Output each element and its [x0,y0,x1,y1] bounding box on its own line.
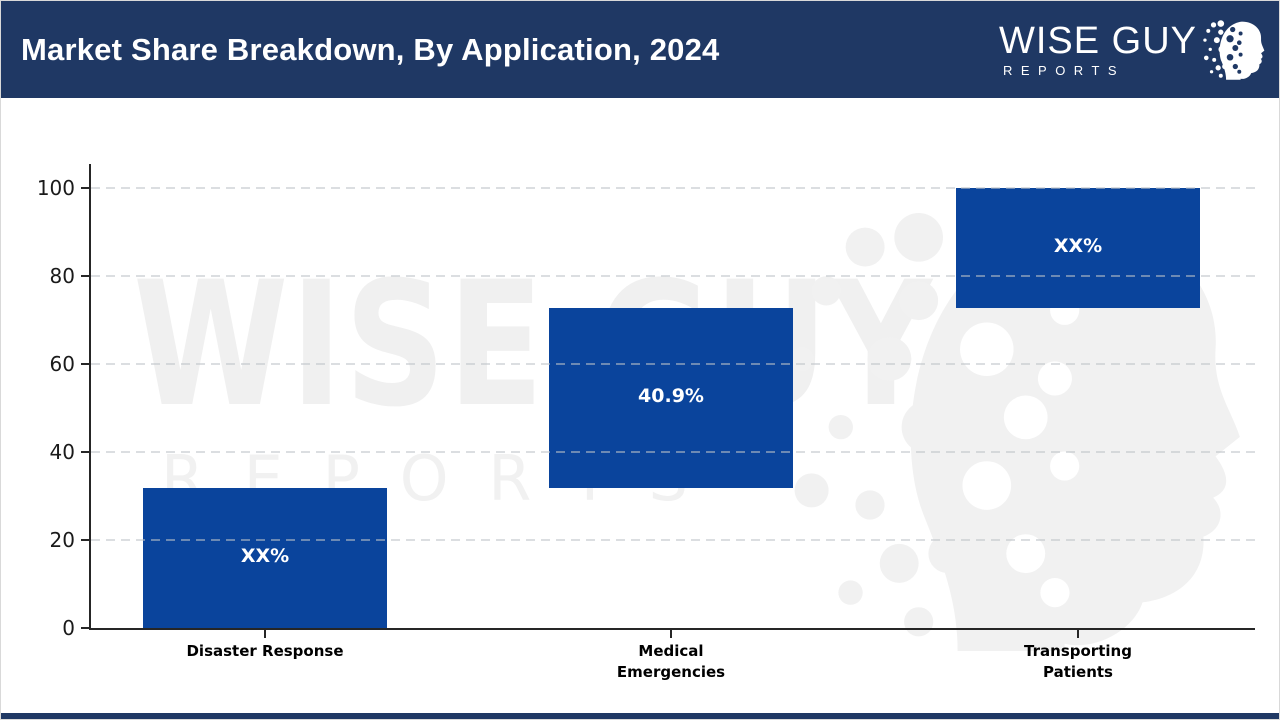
gridline-80 [91,275,1255,277]
footer-bar [1,713,1279,719]
x-axis-spine [89,628,1255,630]
y-tick-mark [81,451,89,453]
y-tick-label: 80 [49,264,75,288]
y-tick-mark [81,539,89,541]
bar-value-label: XX% [1053,235,1103,258]
gridline-40 [91,451,1255,453]
y-tick-mark [81,275,89,277]
y-tick-label: 0 [62,616,75,640]
x-category-label-transporting: Transporting Patients [1024,642,1132,681]
bar-transporting-patients [956,188,1200,309]
page-title: Market Share Breakdown, By Application, … [21,31,720,67]
x-tick-mark [670,630,672,638]
gridline-20 [91,539,1255,541]
y-tick-label: 100 [36,176,75,200]
x-tick-mark [264,630,266,638]
watermark-head-profile-icon [789,213,1240,651]
y-tick-mark [81,187,89,189]
logo-name: WISE GUY [998,20,1197,62]
bar-value-label: 40.9% [638,385,704,408]
y-tick-mark [81,627,89,629]
y-tick-label: 60 [49,352,75,376]
gridline-100 [91,187,1255,189]
watermark-wordmark: WISE GUY [133,244,934,445]
x-category-label-medical: Medical Emergencies [616,642,726,681]
bar-medical-emergencies [549,308,793,489]
x-category-label-disaster-response: Disaster Response [186,642,344,660]
header-bar: Market Share Breakdown, By Application, … [1,1,1279,98]
y-tick-mark [81,363,89,365]
y-axis-spine [89,164,91,630]
bar-disaster-response [143,488,387,628]
wise-guy-logo: WISE GUY REPORTS [999,1,1267,98]
y-tick-label: 40 [49,440,75,464]
head-profile-icon [1203,19,1265,80]
gridline-60 [91,363,1255,365]
x-tick-mark [1077,630,1079,638]
bar-value-label: XX% [240,545,290,568]
y-tick-label: 20 [49,528,75,552]
logo-text: WISE GUY REPORTS [999,22,1197,77]
logo-tagline: REPORTS [1002,63,1126,78]
